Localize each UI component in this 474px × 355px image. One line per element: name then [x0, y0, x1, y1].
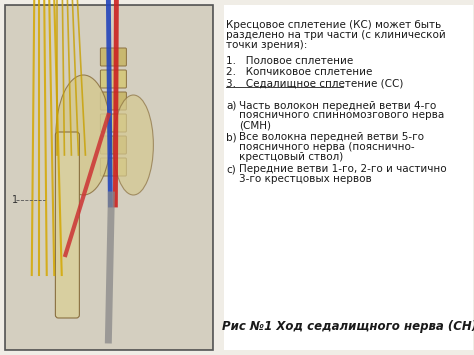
Text: Часть волокон передней ветви 4-го: Часть волокон передней ветви 4-го: [239, 101, 436, 111]
Bar: [5, 5, 213, 350]
FancyBboxPatch shape: [100, 114, 127, 132]
FancyBboxPatch shape: [100, 136, 127, 154]
Ellipse shape: [56, 75, 111, 195]
Text: Передние ветви 1-го, 2-го и частично: Передние ветви 1-го, 2-го и частично: [239, 164, 447, 174]
Text: Рис №1 Ход седалищного нерва (СН): Рис №1 Ход седалищного нерва (СН): [222, 320, 474, 333]
Bar: [6, 6, 212, 349]
Text: 3-го крестцовых нервов: 3-го крестцовых нервов: [239, 174, 372, 184]
Text: 1.   Половое сплетение: 1. Половое сплетение: [226, 56, 353, 66]
Text: a): a): [226, 101, 237, 111]
Bar: [224, 5, 473, 350]
FancyBboxPatch shape: [100, 158, 127, 176]
FancyBboxPatch shape: [100, 70, 127, 88]
Text: 3.   Седалищное сплетение (СС): 3. Седалищное сплетение (СС): [226, 78, 403, 88]
FancyBboxPatch shape: [100, 48, 127, 66]
Text: (СМН): (СМН): [239, 120, 271, 130]
Text: 1: 1: [12, 195, 18, 205]
Ellipse shape: [113, 95, 154, 195]
Text: b): b): [226, 132, 237, 142]
Text: крестцовый ствол): крестцовый ствол): [239, 152, 343, 162]
Text: точки зрения):: точки зрения):: [226, 40, 308, 50]
FancyBboxPatch shape: [55, 132, 79, 318]
Text: Кресцовое сплетение (КС) может быть: Кресцовое сплетение (КС) может быть: [226, 20, 441, 30]
Text: c): c): [226, 164, 236, 174]
Text: разделено на три части (с клинической: разделено на три части (с клинической: [226, 30, 446, 40]
FancyBboxPatch shape: [100, 92, 127, 110]
Text: Все волокна передней ветви 5-го: Все волокна передней ветви 5-го: [239, 132, 424, 142]
Text: поясничного нерва (пояснично-: поясничного нерва (пояснично-: [239, 142, 415, 152]
Text: 2.   Копчиковое сплетение: 2. Копчиковое сплетение: [226, 67, 373, 77]
Text: поясничного спинномозгового нерва: поясничного спинномозгового нерва: [239, 110, 444, 120]
